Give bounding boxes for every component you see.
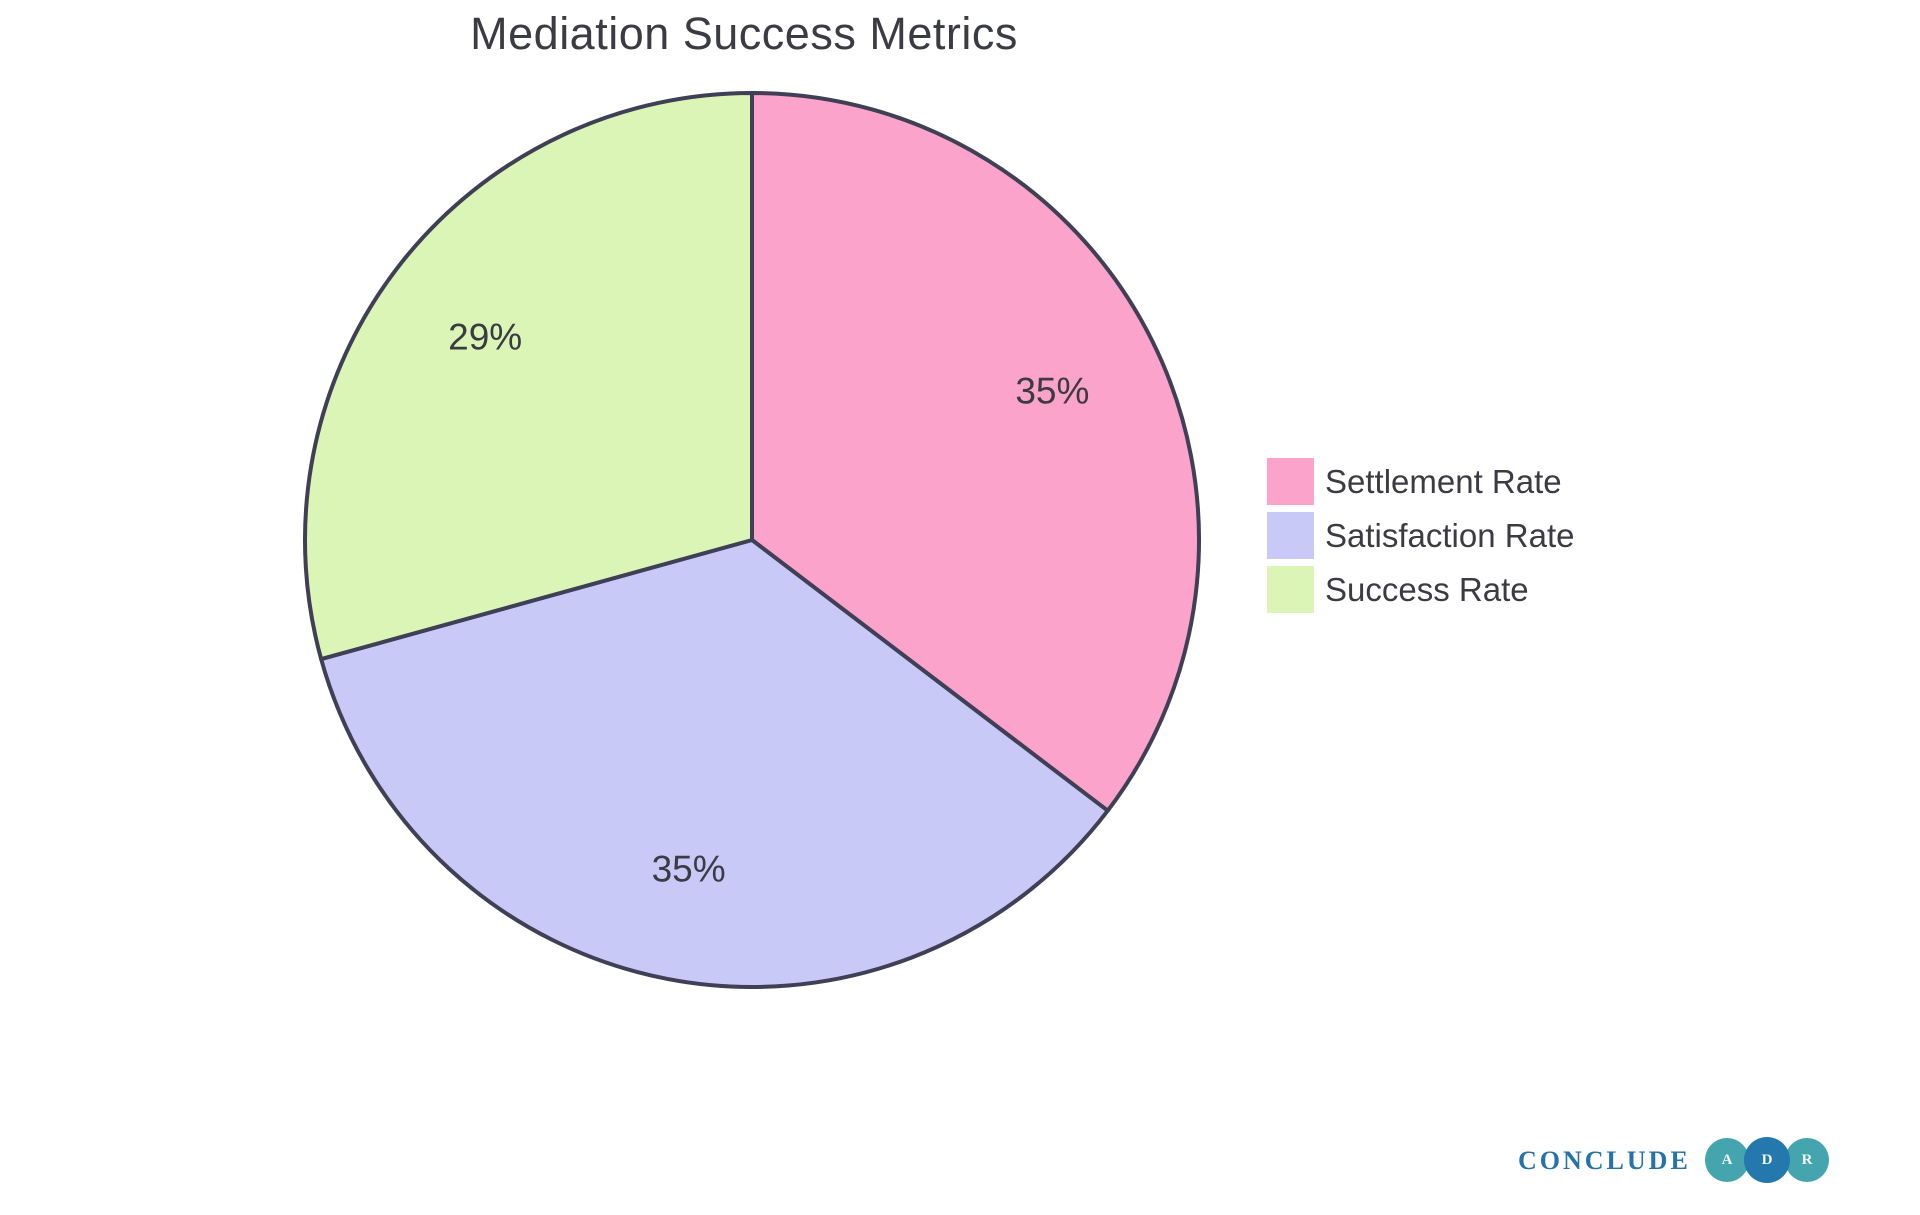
legend-item-settlement-rate: Settlement Rate bbox=[1267, 458, 1574, 505]
pie-percent-label: 35% bbox=[652, 849, 726, 890]
legend: Settlement Rate Satisfaction Rate Succes… bbox=[1267, 458, 1574, 613]
chart-title: Mediation Success Metrics bbox=[470, 8, 1018, 59]
brand-badge-adr: A D R bbox=[1705, 1137, 1830, 1183]
legend-swatch-settlement-rate bbox=[1267, 458, 1314, 505]
legend-swatch-success-rate bbox=[1267, 566, 1314, 613]
pie-percent-label: 35% bbox=[1015, 371, 1089, 412]
pie-slice-success-rate bbox=[303, 91, 754, 662]
legend-label: Success Rate bbox=[1325, 570, 1529, 608]
badge-circle-d: D bbox=[1744, 1137, 1790, 1183]
legend-label: Settlement Rate bbox=[1325, 462, 1562, 500]
badge-circle-r: R bbox=[1785, 1138, 1829, 1182]
legend-item-satisfaction-rate: Satisfaction Rate bbox=[1267, 512, 1574, 559]
legend-swatch-satisfaction-rate bbox=[1267, 512, 1314, 559]
pie-slice-settlement-rate bbox=[750, 91, 1201, 813]
badge-circle-a: A bbox=[1705, 1138, 1749, 1182]
pie-percent-label: 29% bbox=[448, 317, 522, 358]
brand-wordmark: CONCLUDE bbox=[1518, 1146, 1691, 1175]
pie-slice-satisfaction-rate bbox=[319, 538, 1110, 989]
pie-chart: 35% 35% 29% bbox=[303, 91, 1201, 989]
legend-item-success-rate: Success Rate bbox=[1267, 566, 1574, 613]
legend-label: Satisfaction Rate bbox=[1325, 516, 1575, 554]
